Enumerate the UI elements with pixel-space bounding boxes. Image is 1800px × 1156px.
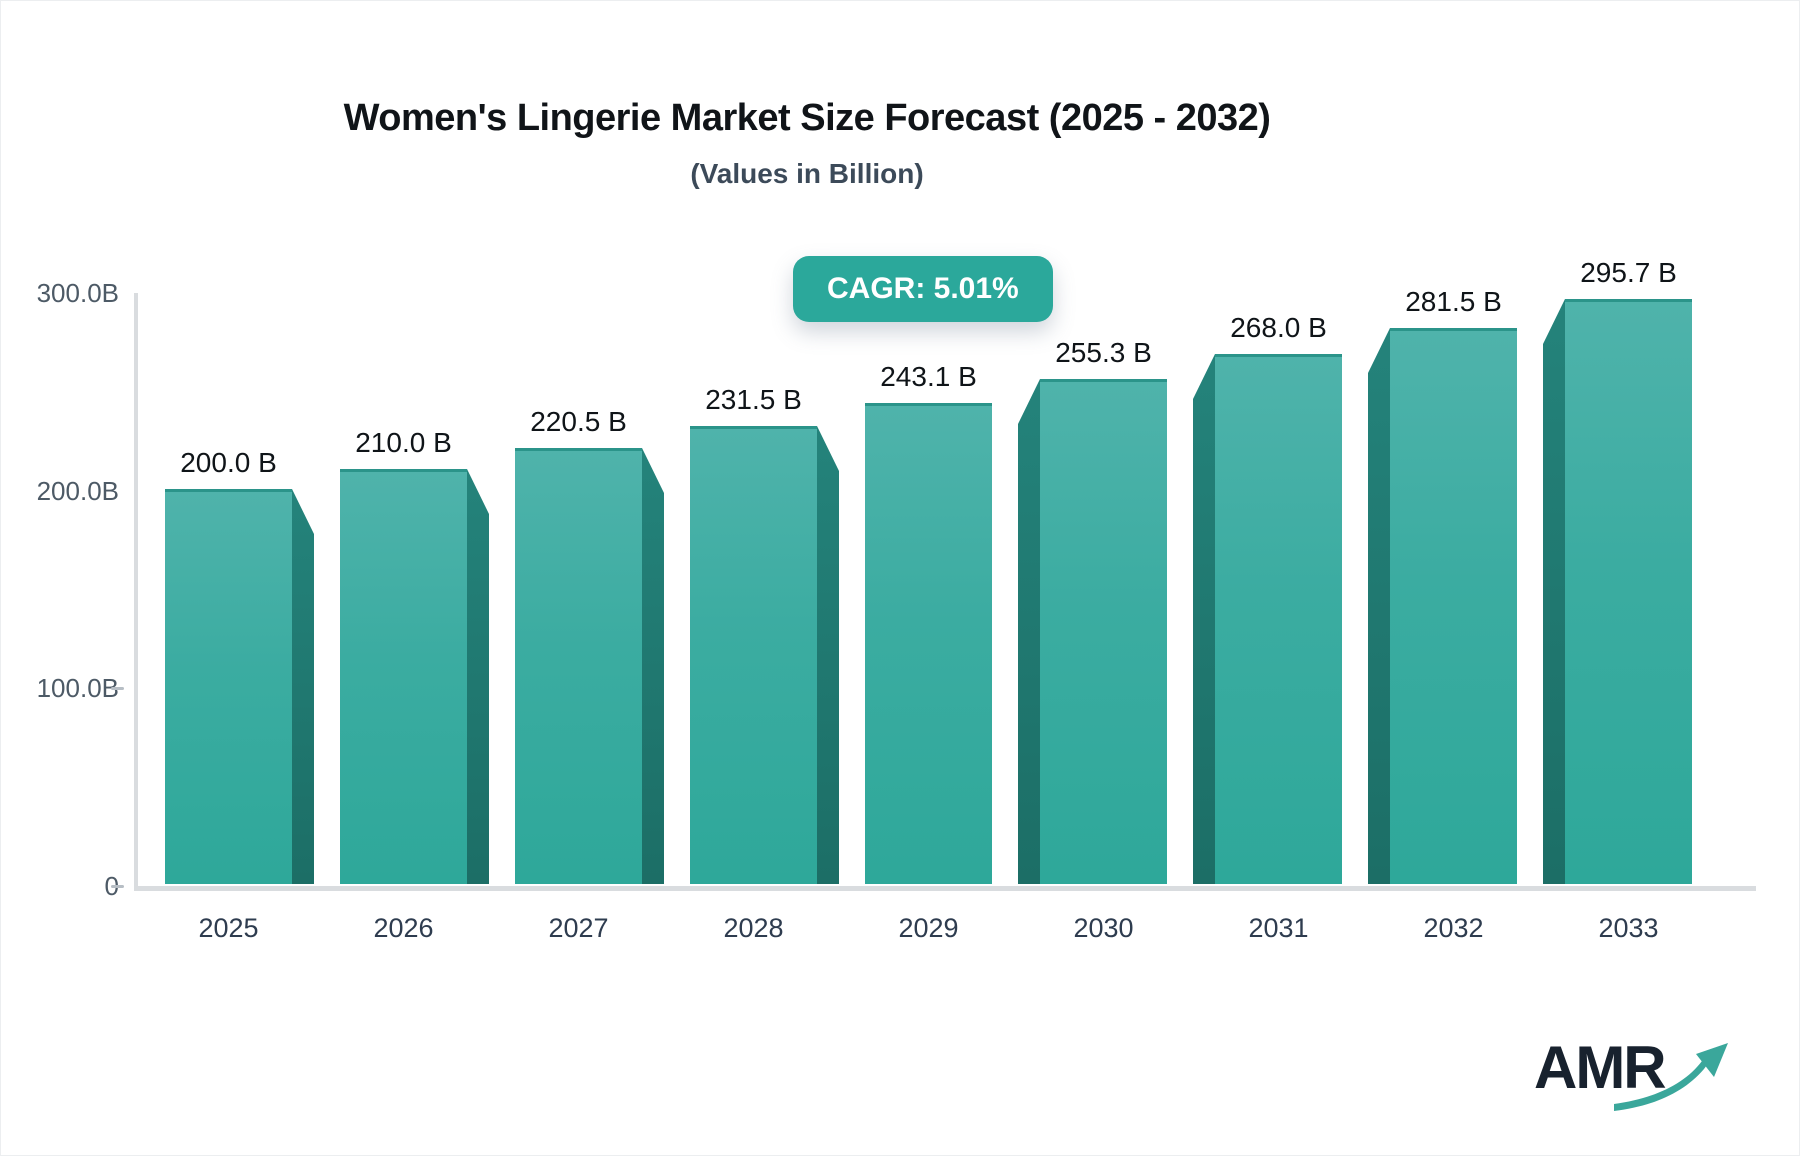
- bar-face: [865, 403, 992, 884]
- cagr-badge: CAGR: 5.01%: [793, 256, 1053, 322]
- x-axis-label-2029: 2029: [898, 913, 959, 943]
- bar-face: [1040, 379, 1167, 884]
- bar-2029: 243.1 B: [865, 361, 992, 884]
- bar-slot-2032: 281.5 B: [1366, 264, 1541, 884]
- bar-face: [1565, 299, 1692, 884]
- bar-slot-2033: 295.7 B: [1541, 257, 1716, 884]
- bar-slot-2025: 200.0 B: [141, 264, 316, 884]
- bar-3d-side: [467, 469, 489, 884]
- bar-value-label: 255.3 B: [1055, 337, 1152, 368]
- chart-title: Women's Lingerie Market Size Forecast (2…: [343, 97, 1271, 139]
- bar-slot-2031: 268.0 B: [1191, 264, 1366, 884]
- bar-slot-2028: 231.5 B: [666, 264, 841, 884]
- bar-2033: 295.7 B: [1543, 257, 1692, 884]
- bar-value-label: 200.0 B: [180, 447, 277, 478]
- bar-3d-side: [292, 489, 314, 884]
- y-axis-tick-label: 300.0B: [36, 278, 119, 308]
- amr-logo: AMR: [1534, 1033, 1734, 1117]
- bar-value-label: 220.5 B: [530, 406, 627, 437]
- bar-2028: 231.5 B: [690, 384, 839, 884]
- bar-2026: 210.0 B: [340, 427, 489, 884]
- y-axis-tick-label: 100.0B: [36, 673, 119, 704]
- x-axis-label-2025: 2025: [198, 913, 259, 943]
- y-axis-tick-label: 0: [17, 871, 119, 902]
- chart-header: Women's Lingerie Market Size Forecast (2…: [1, 1, 1799, 190]
- bar-2030: 255.3 B: [1018, 337, 1167, 884]
- bar-3d-side: [1193, 354, 1215, 884]
- bar-face: [1390, 328, 1517, 884]
- bar-value-label: 243.1 B: [880, 361, 977, 392]
- x-axis-label-2032: 2032: [1423, 913, 1484, 943]
- bar-3d-side: [1018, 379, 1040, 884]
- x-axis-label-2033: 2033: [1598, 913, 1659, 943]
- chart-subtitle: (Values in Billion): [690, 158, 924, 189]
- x-axis-label-2031: 2031: [1248, 913, 1309, 943]
- bar-value-label: 295.7 B: [1580, 257, 1677, 288]
- bar-value-label: 281.5 B: [1405, 286, 1502, 317]
- y-axis-tick-label: 200.0B: [36, 475, 119, 506]
- x-axis-line: [134, 886, 1756, 891]
- bar-2031: 268.0 B: [1193, 312, 1342, 884]
- bar-value-label: 231.5 B: [705, 384, 802, 415]
- amr-logo-text: AMR: [1534, 1034, 1667, 1101]
- bar-face: [340, 469, 467, 884]
- bar-3d-side: [817, 426, 839, 884]
- bar-2027: 220.5 B: [515, 406, 664, 884]
- bar-face: [690, 426, 817, 884]
- cagr-badge-label: CAGR: 5.01%: [827, 272, 1019, 305]
- x-axis-labels: 2025 2026 2027 2028 2029 2030 2031 2032 2033: [141, 913, 1716, 944]
- bar-slot-2029: 243.1 B: [841, 264, 1016, 884]
- bar-3d-side: [1368, 328, 1390, 884]
- bar-value-label: 210.0 B: [355, 427, 452, 458]
- x-axis-label-2030: 2030: [1073, 913, 1134, 943]
- bar-face: [1215, 354, 1342, 884]
- y-axis-line: [134, 293, 138, 886]
- bar-value-label: 268.0 B: [1230, 312, 1327, 343]
- bar-3d-side: [1543, 299, 1565, 884]
- bar-face: [515, 448, 642, 884]
- bar-2025: 200.0 B: [165, 447, 314, 884]
- bar-3d-side: [642, 448, 664, 884]
- bars: 200.0 B 210.0 B 220.5 B 231.5 B 243.1 B 255.3…: [141, 257, 1716, 884]
- y-axis-tick-mark: [111, 687, 124, 691]
- bar-slot-2030: 255.3 B: [1016, 264, 1191, 884]
- bar-2032: 281.5 B: [1368, 286, 1517, 884]
- bar-face: [165, 489, 292, 884]
- growth-arrow-icon: [1614, 1043, 1728, 1111]
- y-axis-tick-mark: [111, 885, 124, 888]
- x-axis-label-2027: 2027: [548, 913, 609, 943]
- bar-slot-2027: 220.5 B: [491, 264, 666, 884]
- x-axis-label-2028: 2028: [723, 913, 784, 943]
- bar-slot-2026: 210.0 B: [316, 264, 491, 884]
- x-axis-label-2026: 2026: [373, 913, 434, 943]
